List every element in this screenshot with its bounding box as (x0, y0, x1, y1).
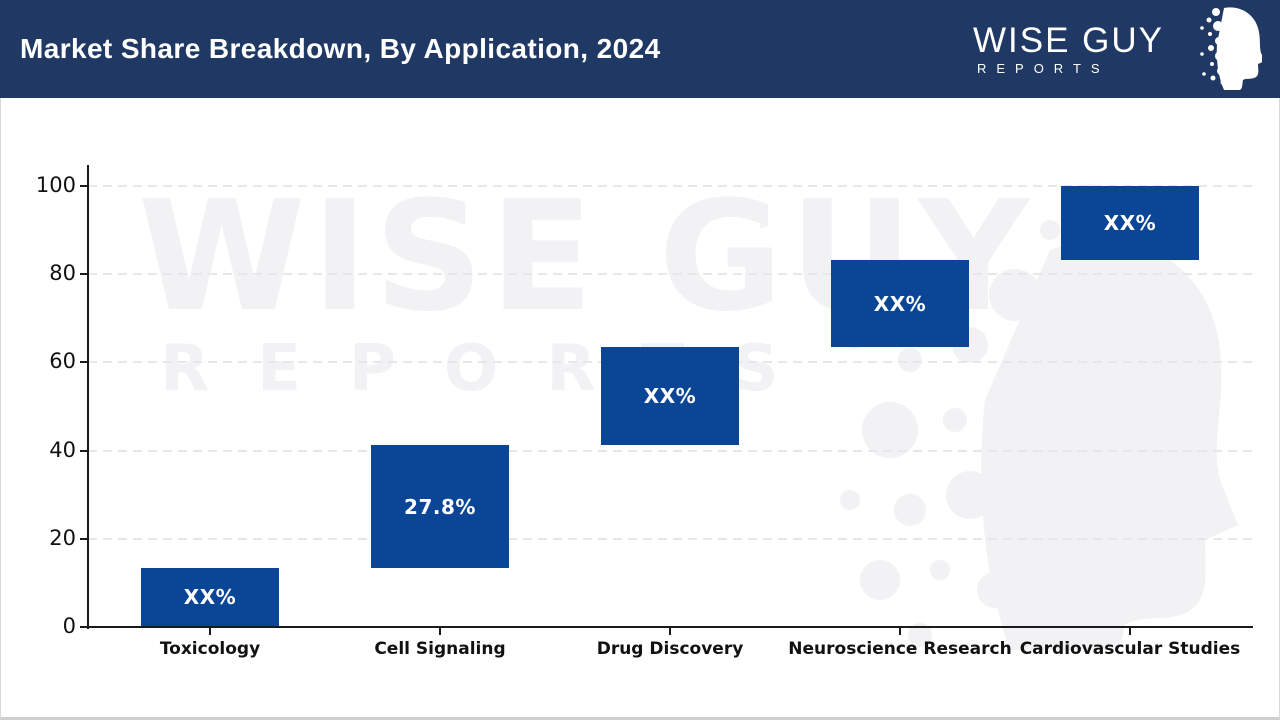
header-bar: Market Share Breakdown, By Application, … (0, 0, 1280, 98)
gridline-20 (88, 537, 1253, 540)
bar-value-label: 27.8% (404, 494, 476, 519)
x-tick-mark-2 (669, 628, 671, 635)
gridline-80 (88, 273, 1253, 276)
dotted-head-icon (1166, 4, 1265, 94)
bar-value-label: XX% (1103, 211, 1157, 236)
bar-value-label: XX% (643, 384, 697, 409)
x-tick-label-0: Toxicology (159, 639, 261, 659)
bar-cell-signaling: 27.8% (371, 445, 509, 568)
x-tick-label-3: Neuroscience Research (788, 639, 1012, 659)
brand-logo-text: WISE GUY REPORTS (972, 20, 1164, 76)
y-tick-label-60: 60 (49, 349, 76, 374)
x-tick-mark-0 (209, 628, 211, 635)
brand-logo: WISE GUY REPORTS (972, 4, 1265, 94)
y-axis-spine (87, 165, 89, 629)
brand-name: WISE GUY (972, 20, 1164, 60)
brand-subname: REPORTS (976, 60, 1110, 76)
gridline-100 (88, 185, 1253, 187)
x-axis-spine (87, 626, 1253, 628)
y-tick-label-20: 20 (49, 525, 76, 550)
bar-drug-discovery: XX% (601, 347, 739, 446)
x-tick-label-1: Cell Signaling (374, 639, 506, 659)
y-tick-label-0: 0 (62, 614, 76, 638)
chart-title: Market Share Breakdown, By Application, … (20, 33, 661, 64)
x-tick-label-2: Drug Discovery (596, 639, 744, 659)
watermark-text-line2: REPORTS (160, 332, 827, 406)
y-tick-mark-40 (80, 449, 88, 452)
bar-toxicology: XX% (141, 567, 279, 627)
x-tick-mark-4 (1129, 628, 1131, 635)
gridline-40 (88, 449, 1253, 452)
y-tick-mark-20 (80, 537, 88, 540)
y-tick-mark-60 (80, 361, 88, 364)
y-tick-mark-0 (80, 626, 88, 628)
x-tick-mark-3 (899, 628, 901, 635)
bar-cardiovascular-studies: XX% (1061, 186, 1199, 261)
y-tick-label-100: 100 (35, 173, 76, 197)
x-tick-label-4: Cardiovascular Studies (1019, 639, 1241, 659)
bar-value-label: XX% (183, 585, 237, 610)
y-tick-mark-100 (80, 185, 88, 187)
y-tick-mark-80 (80, 273, 88, 276)
watermark-face-icon (752, 110, 1280, 654)
y-tick-label-80: 80 (49, 261, 76, 286)
bar-value-label: XX% (873, 291, 927, 316)
bar-neuroscience-research: XX% (831, 260, 969, 348)
x-tick-mark-1 (439, 628, 441, 635)
y-tick-label-40: 40 (49, 437, 76, 462)
